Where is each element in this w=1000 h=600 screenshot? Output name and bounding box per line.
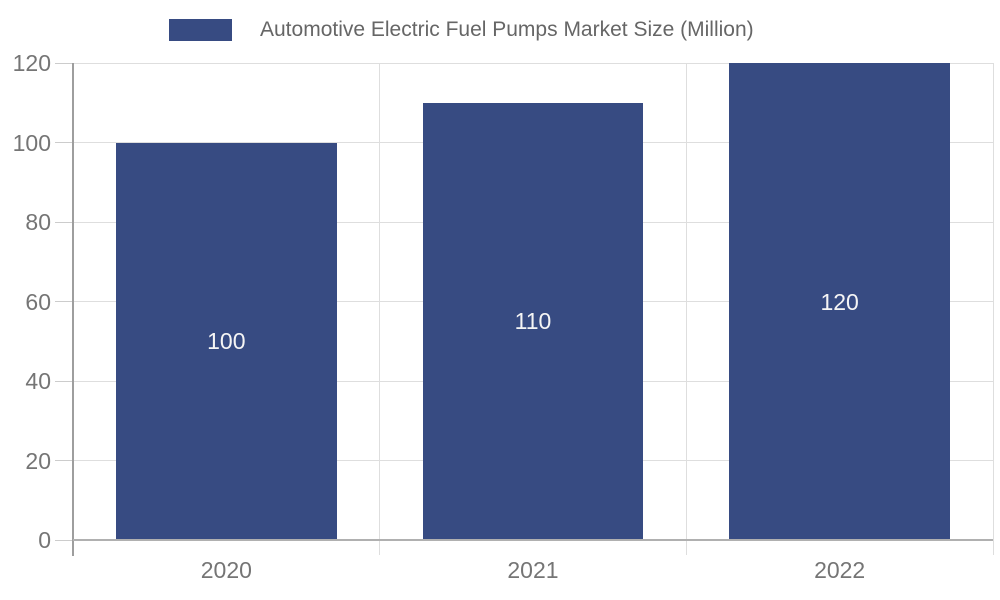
y-tick-mark [55, 539, 73, 541]
y-tick-label: 120 [12, 50, 51, 76]
y-axis-line [72, 63, 74, 556]
v-gridline [992, 63, 994, 555]
x-axis-line [73, 539, 993, 541]
x-tick-label: 2020 [200, 557, 252, 583]
bar [729, 63, 951, 540]
bar [422, 102, 644, 540]
bar [115, 142, 337, 540]
bar-value-label: 100 [207, 328, 246, 355]
x-tick-label: 2021 [507, 557, 559, 583]
legend-label: Automotive Electric Fuel Pumps Market Si… [260, 18, 754, 41]
v-gridline [379, 63, 381, 555]
x-tick-label: 2022 [814, 557, 866, 583]
bar-value-label: 110 [514, 308, 552, 335]
y-tick-label: 60 [25, 288, 51, 315]
legend-swatch [169, 19, 232, 41]
y-tick-label: 80 [25, 209, 51, 235]
y-tick-mark [55, 62, 73, 64]
y-tick-mark [55, 142, 73, 143]
y-tick-label: 20 [25, 447, 51, 474]
y-tick-mark [55, 221, 73, 223]
y-tick-mark [55, 301, 73, 302]
y-tick-label: 40 [25, 368, 51, 394]
legend: Automotive Electric Fuel Pumps Market Si… [169, 18, 754, 42]
bar-value-label: 120 [820, 288, 859, 315]
y-tick-label: 0 [38, 527, 51, 553]
v-gridline [685, 63, 687, 555]
y-tick-label: 100 [12, 129, 51, 156]
h-gridline [73, 62, 993, 64]
y-tick-mark [55, 460, 73, 461]
y-tick-mark [55, 380, 73, 382]
